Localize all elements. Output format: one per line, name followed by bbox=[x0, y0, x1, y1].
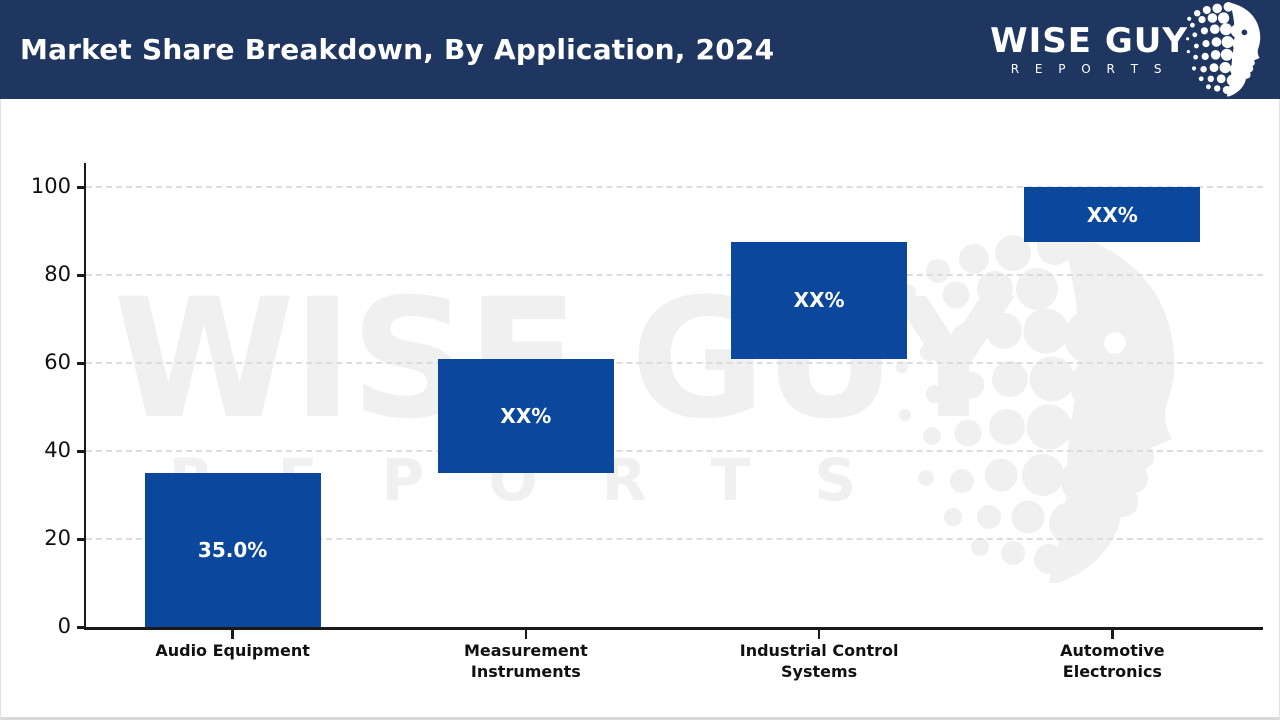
gridline-100 bbox=[86, 186, 1263, 188]
brand-tagline: R E P O R T S bbox=[1010, 61, 1168, 76]
y-tick-mark bbox=[77, 186, 86, 189]
x-tick-mark bbox=[817, 630, 821, 639]
bar-value-label: XX% bbox=[1086, 202, 1138, 227]
y-tick-mark bbox=[77, 450, 86, 453]
y-tick-mark bbox=[77, 362, 86, 365]
bar-4: XX% bbox=[1024, 187, 1201, 242]
y-tick-label: 100 bbox=[30, 174, 71, 198]
chart-title: Market Share Breakdown, By Application, … bbox=[20, 33, 775, 66]
wiseguy-head-icon bbox=[1174, 2, 1270, 98]
bar-value-label: XX% bbox=[500, 403, 552, 428]
x-tick-mark bbox=[1111, 630, 1114, 639]
y-tick-mark bbox=[77, 274, 86, 277]
brand-logo: WISE GUY R E P O R T S bbox=[990, 0, 1270, 99]
category-label: Measurement Instruments bbox=[463, 641, 588, 681]
y-tick-label: 60 bbox=[44, 350, 71, 374]
header-bar: Market Share Breakdown, By Application, … bbox=[0, 0, 1280, 99]
x-tick-mark bbox=[231, 630, 234, 639]
bar-value-label: XX% bbox=[793, 288, 845, 313]
x-axis-line bbox=[83, 627, 1263, 630]
category-label: Automotive Electronics bbox=[1060, 641, 1165, 681]
brand-logo-text: WISE GUY R E P O R T S bbox=[990, 24, 1188, 76]
bar-3: XX% bbox=[731, 242, 908, 359]
y-tick-label: 0 bbox=[57, 614, 71, 638]
y-tick-label: 40 bbox=[44, 438, 71, 462]
gridline-20 bbox=[86, 538, 1263, 540]
bar-2: XX% bbox=[437, 358, 614, 473]
brand-name: WISE GUY bbox=[990, 20, 1188, 61]
y-tick-mark bbox=[77, 538, 86, 541]
gridline-40 bbox=[86, 450, 1263, 452]
gridline-60 bbox=[86, 362, 1263, 364]
bar-1: 35.0% bbox=[144, 473, 321, 627]
chart-canvas: WISE GUY R E P O R T S 0 20 40 60 80 100 35.0%… bbox=[0, 99, 1280, 720]
gridline-80 bbox=[86, 274, 1263, 276]
y-tick-label: 80 bbox=[44, 262, 71, 286]
category-label: Industrial Control Systems bbox=[739, 641, 899, 681]
category-label: Audio Equipment bbox=[155, 641, 310, 660]
y-axis-line bbox=[83, 163, 86, 630]
y-tick-label: 20 bbox=[44, 526, 71, 550]
x-tick-mark bbox=[524, 630, 528, 639]
bar-value-label: 35.0% bbox=[197, 538, 268, 562]
y-tick-mark bbox=[77, 626, 86, 629]
